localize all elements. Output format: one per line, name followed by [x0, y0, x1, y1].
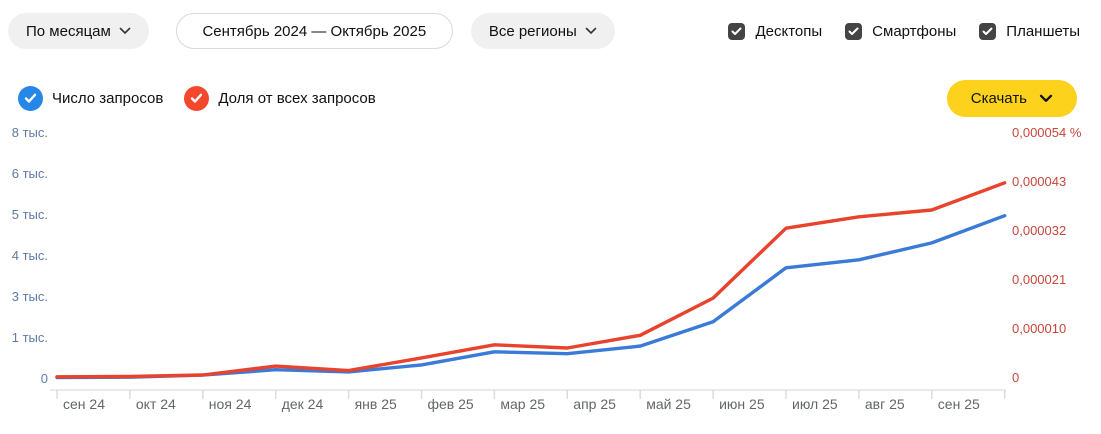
date-range-label: Сентябрь 2024 — Октябрь 2025	[202, 22, 427, 40]
device-filter-label: Десктопы	[755, 22, 823, 40]
y-axis-right-tick-label: 0,000010	[1012, 321, 1067, 336]
y-axis-right: 0 0,000010 0,000021 0,000032 0,000043 0,00005…	[1012, 120, 1100, 434]
device-filter-tablets[interactable]: Планшеты	[979, 22, 1080, 40]
legend-label: Число запросов	[52, 89, 164, 107]
region-label: Все регионы	[488, 22, 577, 40]
device-filter-smartphones[interactable]: Смартфоны	[845, 22, 957, 40]
checkbox-checked-icon	[979, 22, 997, 40]
y-axis-left-tick-label: 5 тыс.	[11, 207, 48, 222]
legend-toggle-number-of-requests[interactable]: Число запросов	[18, 85, 164, 111]
x-axis-tick-label: дек 24	[281, 396, 324, 412]
group-by-select[interactable]: По месяцам	[8, 13, 149, 49]
y-axis-right-tick-label: 0,000054 %	[1012, 125, 1082, 140]
y-axis-right-tick-label: 0,000032	[1012, 223, 1067, 238]
device-filter-desktops[interactable]: Десктопы	[728, 22, 823, 40]
device-filter-label: Планшеты	[1006, 22, 1080, 40]
y-axis-left-tick-label: 3 тыс.	[11, 289, 48, 304]
y-axis-right-tick-label: 0,000043	[1012, 174, 1067, 189]
download-button[interactable]: Скачать	[946, 79, 1077, 117]
y-axis-left-tick-label: 6 тыс.	[11, 166, 48, 181]
x-axis-tick-label: сен 24	[63, 396, 105, 412]
x-axis-tick-label: июн 25	[719, 396, 765, 412]
y-axis-right-tick-label: 0	[1012, 370, 1020, 385]
y-axis-right-tick-label: 0,000021	[1012, 272, 1067, 287]
device-filters: Десктопы Смартфоны Планшеты	[728, 22, 1080, 40]
y-axis-left-tick-label: 1 тыс.	[11, 330, 48, 345]
legend-row: Число запросов Доля от всех запросов Ска…	[0, 79, 1101, 117]
region-select[interactable]: Все регионы	[470, 13, 615, 49]
x-axis-tick-label: сен 25	[937, 396, 980, 412]
y-axis-left-tick-label: 4 тыс.	[11, 248, 48, 263]
x-axis-tick-label: авг 25	[864, 396, 905, 412]
legend-check-red-icon	[184, 85, 210, 111]
legend-toggle-share-of-requests[interactable]: Доля от всех запросов	[184, 85, 376, 111]
y-axis-left-tick-label: 8 тыс.	[11, 125, 48, 140]
x-axis: сен 24 окт 24 ноя 24 дек 24 янв 25 фев 25 мар …	[0, 120, 1101, 434]
x-axis-tick-label: ноя 24	[208, 396, 252, 412]
x-axis-tick-label: июл 25	[792, 396, 838, 412]
toolbar: По месяцам Сентябрь 2024 — Октябрь 2025 …	[0, 13, 1101, 49]
chevron-down-icon	[585, 27, 597, 35]
download-label: Скачать	[970, 89, 1027, 107]
legend-label: Доля от всех запросов	[218, 89, 376, 107]
date-range-button[interactable]: Сентябрь 2024 — Октябрь 2025	[175, 13, 453, 49]
x-axis-tick-label: апр 25	[573, 396, 616, 412]
y-axis-left: 0 1 тыс. 3 тыс. 4 тыс. 5 тыс. 6 тыс. 8 тыс.	[0, 120, 48, 434]
checkbox-checked-icon	[728, 22, 746, 40]
x-axis-tick-label: янв 25	[354, 396, 397, 412]
checkbox-checked-icon	[845, 22, 863, 40]
line-share-of-requests	[55, 181, 1007, 379]
x-axis-tick-label: окт 24	[135, 396, 176, 412]
chevron-down-icon	[1039, 94, 1053, 103]
x-axis-tick-label: мар 25	[500, 396, 546, 412]
group-by-label: По месяцам	[26, 22, 111, 40]
x-axis-tick-label: май 25	[646, 396, 691, 412]
y-axis-left-tick-label: 0	[40, 371, 48, 386]
chart-canvas	[50, 181, 1007, 399]
legend-check-blue-icon	[18, 85, 43, 111]
x-axis-tick-label: фев 25	[427, 396, 474, 412]
device-filter-label: Смартфоны	[872, 22, 957, 40]
chevron-down-icon	[119, 27, 131, 35]
x-axis-ticks	[56, 390, 1006, 399]
